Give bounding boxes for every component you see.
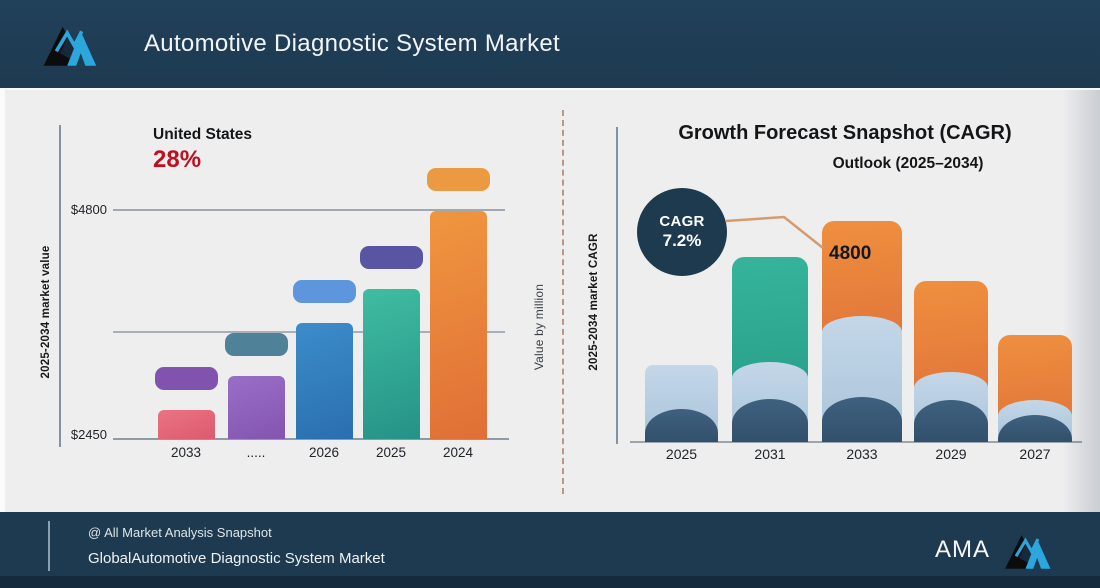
- header: Automotive Diagnostic System Market: [0, 0, 1100, 88]
- xlabel-2029: 2029: [935, 446, 967, 462]
- bar-2025: [362, 288, 420, 439]
- right-y-axis-label: 2025-2034 market CAGR: [588, 233, 600, 371]
- ytick-4800: $4800: [70, 202, 107, 217]
- footer-divider-line: [48, 521, 50, 571]
- footer: @ All Market Analysis Snapshot GlobalAut…: [0, 512, 1100, 588]
- footer-brand-text: AMA: [934, 536, 990, 563]
- cagr-badge-label: CAGR: [659, 213, 705, 230]
- segment-base-2025: [645, 408, 718, 442]
- right-chart-title: Growth Forecast Snapshot (CAGR): [678, 122, 1012, 144]
- bar-cap-2025: [359, 245, 423, 269]
- left-chart-title: United States: [153, 126, 253, 143]
- ama-footer-logo-icon: [1005, 535, 1051, 569]
- page-title: Automotive Diagnostic System Market: [144, 30, 560, 57]
- content-area: 2025-2034 market value United States 28%…: [0, 88, 1100, 512]
- cagr-badge: CAGR 7.2%: [637, 188, 727, 276]
- xlabel-2026: 2026: [308, 445, 340, 460]
- right-chart-subtitle: Outlook (2025–2034): [832, 155, 984, 172]
- xlabel-2033: 2033: [170, 445, 202, 460]
- xlabel-2025: 2025: [375, 445, 407, 460]
- right-y-axis: [616, 127, 618, 444]
- panel-divider: [562, 110, 564, 494]
- gridline-4800: [113, 209, 505, 211]
- left-x-axis: [113, 438, 509, 440]
- segment-base-2031: [732, 398, 808, 442]
- bar-2024: [429, 211, 487, 439]
- xlabel-2027: 2027: [1019, 446, 1051, 462]
- xlabel-.....: .....: [246, 445, 266, 460]
- stacked-bar-2029: [914, 281, 988, 442]
- left-y-axis-label: 2025-2034 market value: [40, 245, 52, 379]
- footer-bottom-strip: [0, 576, 1100, 588]
- bar-cap-.....: [224, 332, 288, 356]
- stacked-bar-2031: [732, 256, 808, 442]
- segment-base-2033: [822, 397, 902, 442]
- stacked-bar-2033: [822, 221, 902, 442]
- bar-cap-2024: [426, 168, 490, 191]
- stacked-bar-2027: [998, 335, 1072, 442]
- bar-cap-2033: [154, 366, 218, 390]
- bar-cap-2026: [292, 279, 356, 303]
- left-chart-highlight: 28%: [153, 146, 202, 173]
- cagr-badge-value: 7.2%: [662, 231, 702, 250]
- ytick-2450: $2450: [70, 427, 107, 442]
- bar-.....: [227, 375, 285, 439]
- ama-logo-icon: [43, 26, 97, 66]
- value-by-million-label: Value by million: [532, 283, 546, 371]
- bar-2033: [157, 409, 215, 439]
- xlabel-2033: 2033: [846, 446, 878, 462]
- segment-base-2029: [914, 400, 988, 442]
- footer-source: GlobalAutomotive Diagnostic System Marke…: [88, 550, 385, 567]
- bar-annotation-4800: 4800: [829, 243, 872, 264]
- left-y-axis: [59, 125, 61, 447]
- xlabel-2025: 2025: [665, 446, 698, 462]
- stacked-bar-2025: [645, 364, 718, 442]
- bar-2026: [295, 322, 353, 439]
- xlabel-2024: 2024: [442, 445, 474, 460]
- footer-credit: @ All Market Analysis Snapshot: [88, 525, 272, 540]
- xlabel-2031: 2031: [754, 446, 786, 462]
